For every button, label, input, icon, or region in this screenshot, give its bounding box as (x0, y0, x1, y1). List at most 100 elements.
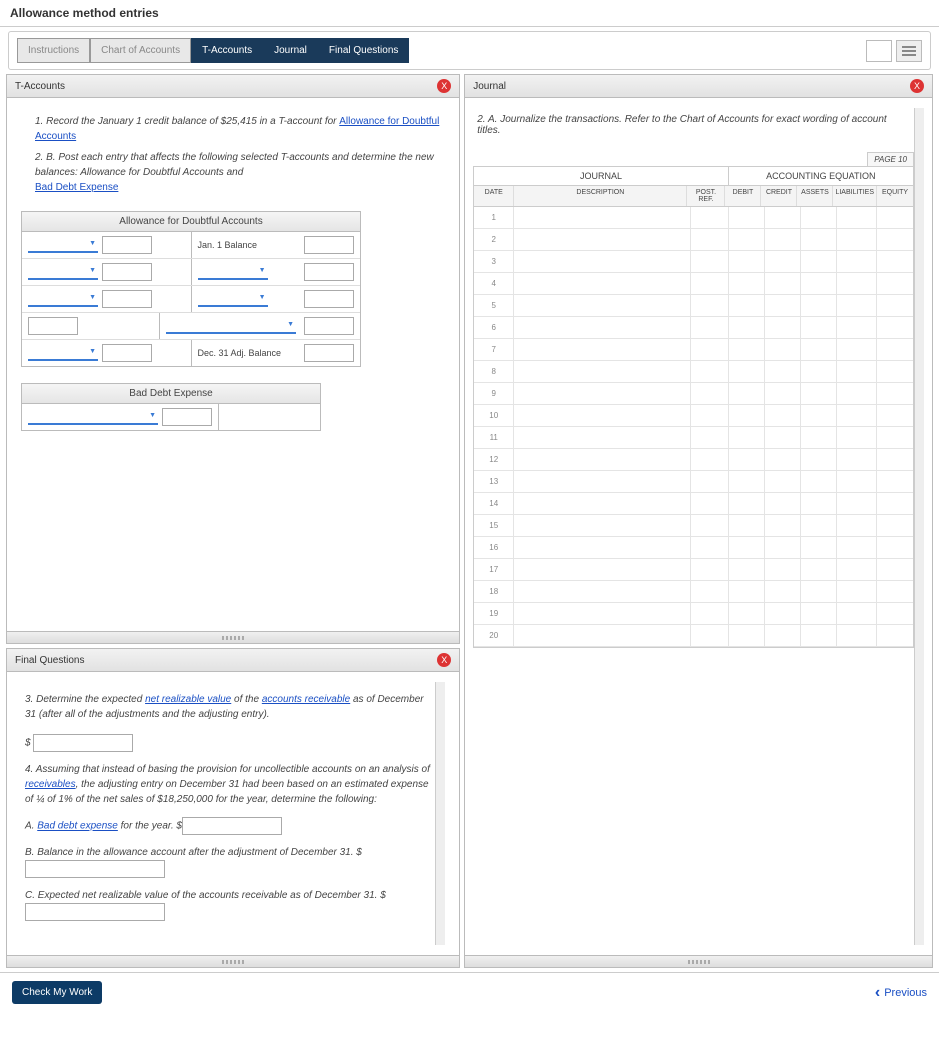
t-account-title: Bad Debt Expense (22, 384, 320, 404)
scrollbar[interactable] (914, 108, 924, 945)
journal-row[interactable]: 4 (474, 273, 913, 295)
qA-pre: A. (25, 821, 37, 832)
jan1-label: Jan. 1 Balance (198, 240, 258, 250)
t-account-allowance: Allowance for Doubtful Accounts Jan. 1 B… (21, 211, 361, 367)
receivables-link[interactable]: receivables (25, 779, 76, 790)
qA-input[interactable] (182, 817, 282, 835)
journal-row[interactable]: 9 (474, 383, 913, 405)
toolbar-box[interactable] (866, 40, 892, 62)
resize-handle[interactable] (465, 955, 932, 967)
final-panel-title: Final Questions (15, 655, 84, 666)
debit-select[interactable] (28, 291, 98, 307)
q4-pre: 4. Assuming that instead of basing the p… (25, 764, 430, 775)
credit-select[interactable] (198, 264, 268, 280)
journal-panel-title: Journal (473, 81, 506, 92)
credit-select[interactable] (166, 318, 296, 334)
t-account-title: Allowance for Doubtful Accounts (22, 212, 360, 232)
qB-text: B. Balance in the allowance account afte… (25, 847, 362, 858)
t-accounts-panel: T-Accounts X 1. Record the January 1 cre… (6, 74, 460, 644)
q4-post: , the adjusting entry on December 31 had… (25, 779, 429, 805)
debit-select[interactable] (28, 345, 98, 361)
journal-row[interactable]: 18 (474, 581, 913, 603)
journal-instr: 2. A. Journalize the transactions. Refer… (477, 114, 910, 136)
col-assets: ASSETS (797, 186, 833, 206)
bad-debt-link[interactable]: Bad Debt Expense (35, 182, 118, 193)
col-date: DATE (474, 186, 514, 206)
currency-label: $ (25, 738, 31, 749)
debit-select[interactable] (28, 237, 98, 253)
credit-input[interactable] (304, 290, 354, 308)
journal-row[interactable]: 11 (474, 427, 913, 449)
col-debit: DEBIT (725, 186, 761, 206)
journal-row[interactable]: 16 (474, 537, 913, 559)
qC-text: C. Expected net realizable value of the … (25, 890, 386, 901)
journal-table: JOURNAL ACCOUNTING EQUATION DATE DESCRIP… (473, 166, 914, 648)
tab-instructions[interactable]: Instructions (17, 38, 90, 63)
bad-debt-expense-link[interactable]: Bad debt expense (37, 821, 118, 832)
journal-row[interactable]: 6 (474, 317, 913, 339)
credit-input[interactable] (304, 236, 354, 254)
qC-input[interactable] (25, 903, 165, 921)
resize-handle[interactable] (7, 955, 459, 967)
qA-post: for the year. $ (118, 821, 182, 832)
debit-input[interactable] (102, 344, 152, 362)
close-icon[interactable]: X (437, 653, 451, 667)
credit-input[interactable] (304, 317, 354, 335)
scrollbar[interactable] (435, 682, 445, 945)
tab-bar: Instructions Chart of Accounts T-Account… (8, 31, 931, 70)
journal-row[interactable]: 7 (474, 339, 913, 361)
previous-link[interactable]: Previous (875, 984, 927, 1002)
q3-mid: of the (231, 694, 262, 705)
journal-row[interactable]: 14 (474, 493, 913, 515)
debit-select[interactable] (28, 264, 98, 280)
journal-header: JOURNAL (474, 167, 728, 185)
col-liab: LIABILITIES (833, 186, 877, 206)
journal-row[interactable]: 15 (474, 515, 913, 537)
credit-select[interactable] (198, 291, 268, 307)
col-desc: DESCRIPTION (514, 186, 687, 206)
close-icon[interactable]: X (910, 79, 924, 93)
col-post: POST. REF. (687, 186, 725, 206)
instr1-pre: 1. Record the January 1 credit balance o… (35, 116, 339, 127)
debit-select[interactable] (28, 409, 158, 425)
journal-row[interactable]: 8 (474, 361, 913, 383)
journal-row[interactable]: 20 (474, 625, 913, 647)
resize-handle[interactable] (7, 631, 459, 643)
final-questions-panel: Final Questions X 3. Determine the expec… (6, 648, 460, 968)
q3-input[interactable] (33, 734, 133, 752)
journal-row[interactable]: 17 (474, 559, 913, 581)
credit-input[interactable] (304, 344, 354, 362)
journal-row[interactable]: 10 (474, 405, 913, 427)
journal-row[interactable]: 12 (474, 449, 913, 471)
journal-row[interactable]: 5 (474, 295, 913, 317)
close-icon[interactable]: X (437, 79, 451, 93)
footer: Check My Work Previous (0, 972, 939, 1012)
journal-panel: Journal X 2. A. Journalize the transacti… (464, 74, 933, 968)
debit-input[interactable] (28, 317, 78, 335)
debit-input[interactable] (102, 236, 152, 254)
journal-row[interactable]: 13 (474, 471, 913, 493)
page-title: Allowance method entries (0, 0, 939, 27)
debit-input[interactable] (162, 408, 212, 426)
nrv-link[interactable]: net realizable value (145, 694, 231, 705)
col-credit: CREDIT (761, 186, 797, 206)
ar-link[interactable]: accounts receivable (262, 694, 350, 705)
journal-row[interactable]: 1 (474, 207, 913, 229)
credit-input[interactable] (304, 263, 354, 281)
tab-journal[interactable]: Journal (263, 38, 318, 63)
tab-chart-of-accounts[interactable]: Chart of Accounts (90, 38, 191, 63)
journal-row[interactable]: 2 (474, 229, 913, 251)
qB-input[interactable] (25, 860, 165, 878)
page-label: PAGE 10 (867, 152, 914, 166)
debit-input[interactable] (102, 263, 152, 281)
journal-row[interactable]: 3 (474, 251, 913, 273)
check-my-work-button[interactable]: Check My Work (12, 981, 102, 1004)
menu-icon[interactable] (896, 40, 922, 62)
journal-row[interactable]: 19 (474, 603, 913, 625)
debit-input[interactable] (102, 290, 152, 308)
t-accounts-panel-title: T-Accounts (15, 81, 65, 92)
tab-t-accounts[interactable]: T-Accounts (191, 38, 263, 63)
accounting-eq-header: ACCOUNTING EQUATION (729, 167, 913, 185)
dec31-label: Dec. 31 Adj. Balance (198, 348, 282, 358)
tab-final-questions[interactable]: Final Questions (318, 38, 409, 63)
